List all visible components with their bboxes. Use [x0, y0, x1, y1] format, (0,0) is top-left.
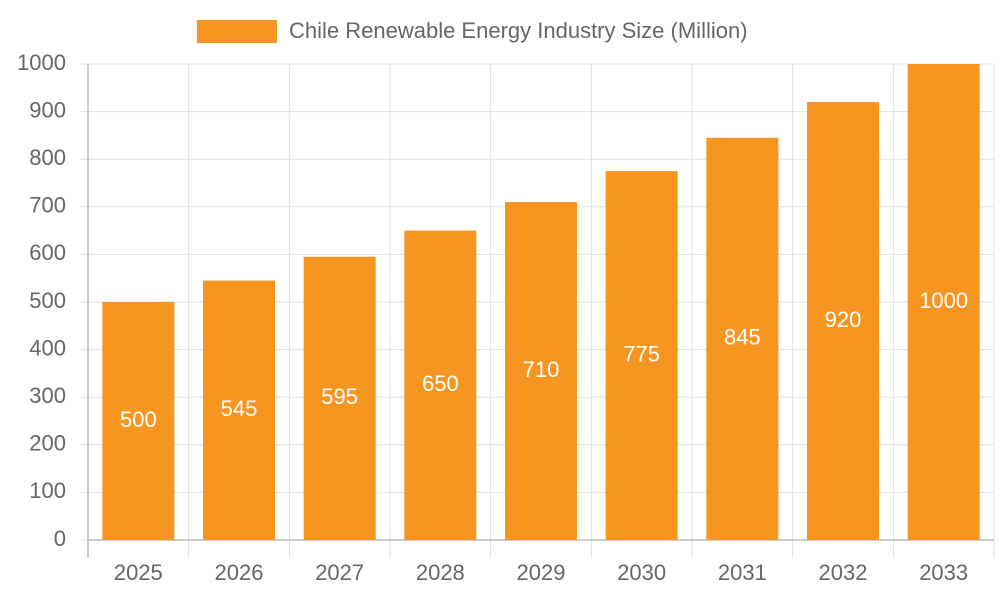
y-tick-label: 1000	[17, 50, 66, 75]
y-tick-label: 0	[54, 526, 66, 551]
bar	[605, 171, 678, 540]
x-tick-label: 2026	[215, 560, 264, 585]
x-tick-label: 2031	[718, 560, 767, 585]
legend-swatch[interactable]	[197, 20, 277, 43]
data-label: 1000	[919, 288, 968, 313]
data-label: 595	[321, 384, 358, 409]
y-tick-label: 100	[29, 478, 66, 503]
x-tick-label: 2033	[919, 560, 968, 585]
bar	[303, 256, 376, 540]
bar	[907, 64, 980, 540]
y-tick-label: 600	[29, 240, 66, 265]
bar	[706, 137, 779, 540]
data-label: 650	[422, 371, 459, 396]
x-tick-label: 2028	[416, 560, 465, 585]
bar	[102, 302, 175, 540]
x-tick-label: 2032	[819, 560, 868, 585]
data-label: 545	[221, 396, 258, 421]
data-label: 775	[623, 341, 660, 366]
x-tick-label: 2027	[315, 560, 364, 585]
y-tick-label: 300	[29, 383, 66, 408]
bar	[807, 102, 879, 540]
legend-label[interactable]: Chile Renewable Energy Industry Size (Mi…	[289, 18, 748, 43]
data-label: 710	[523, 357, 560, 382]
y-tick-label: 200	[29, 431, 66, 456]
data-label: 500	[120, 407, 157, 432]
bar	[203, 280, 275, 540]
x-tick-label: 2025	[114, 560, 163, 585]
bar	[505, 202, 577, 541]
data-label: 845	[724, 325, 761, 350]
x-tick-label: 2029	[517, 560, 566, 585]
y-tick-label: 900	[29, 97, 66, 122]
y-tick-label: 500	[29, 288, 66, 313]
bar	[404, 230, 477, 540]
x-tick-label: 2030	[617, 560, 666, 585]
y-tick-label: 400	[29, 335, 66, 360]
data-label: 920	[825, 307, 862, 332]
y-tick-label: 800	[29, 145, 66, 170]
y-tick-label: 700	[29, 193, 66, 218]
